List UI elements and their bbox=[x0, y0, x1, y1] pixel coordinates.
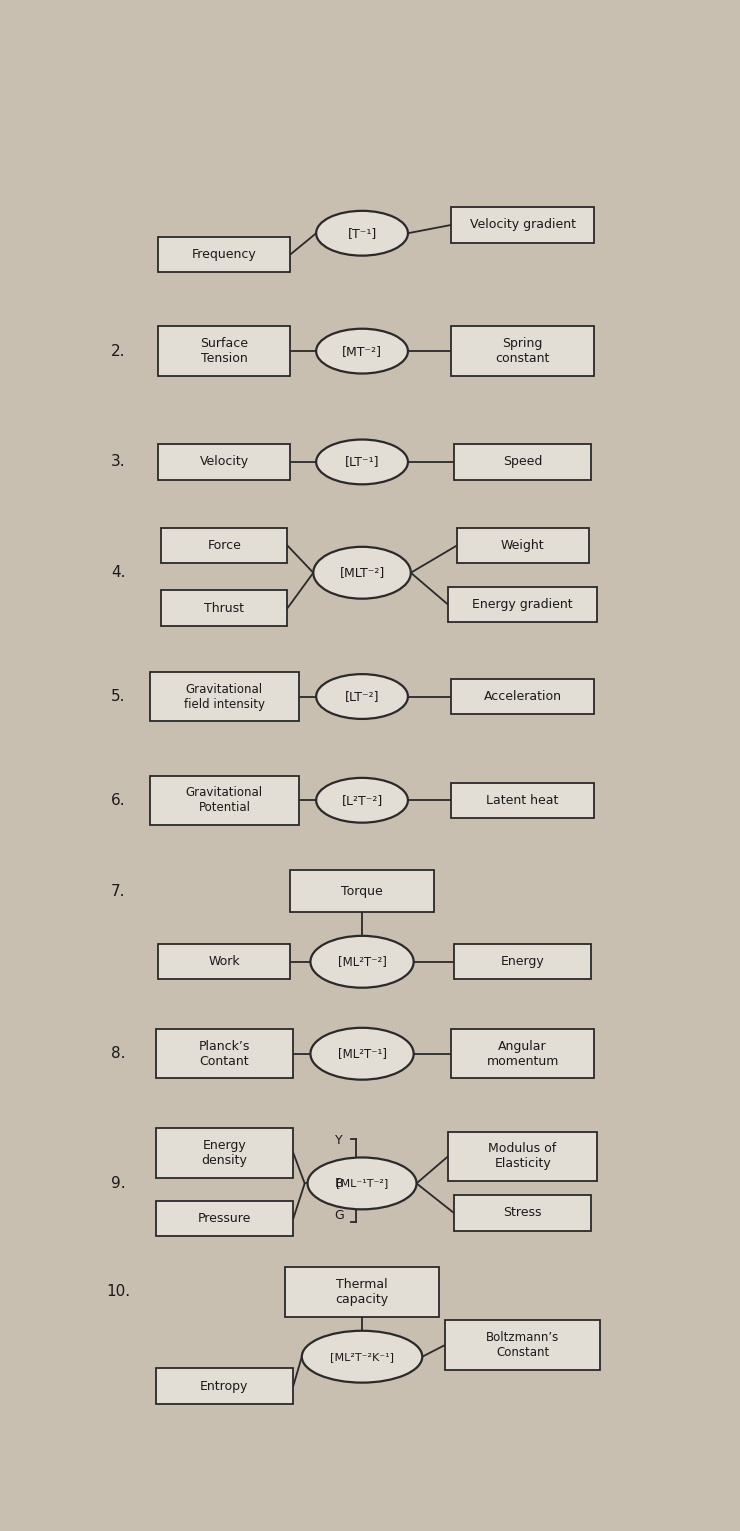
Text: Torque: Torque bbox=[341, 885, 383, 897]
FancyBboxPatch shape bbox=[451, 326, 594, 377]
Text: B: B bbox=[334, 1177, 343, 1190]
Text: Force: Force bbox=[207, 539, 241, 553]
FancyBboxPatch shape bbox=[451, 207, 594, 243]
Ellipse shape bbox=[316, 674, 408, 720]
Text: [LT⁻¹]: [LT⁻¹] bbox=[345, 455, 380, 468]
FancyBboxPatch shape bbox=[161, 528, 287, 563]
Ellipse shape bbox=[316, 211, 408, 256]
FancyBboxPatch shape bbox=[451, 782, 594, 818]
FancyBboxPatch shape bbox=[149, 776, 299, 825]
FancyBboxPatch shape bbox=[285, 1268, 440, 1317]
Ellipse shape bbox=[316, 778, 408, 822]
Text: Stress: Stress bbox=[503, 1206, 542, 1219]
Text: 9.: 9. bbox=[111, 1176, 126, 1191]
Text: Boltzmann’s
Constant: Boltzmann’s Constant bbox=[486, 1330, 559, 1360]
Text: 10.: 10. bbox=[107, 1285, 130, 1300]
Text: Energy: Energy bbox=[501, 955, 545, 968]
Text: [MLT⁻²]: [MLT⁻²] bbox=[340, 566, 385, 579]
Text: Pressure: Pressure bbox=[198, 1213, 251, 1225]
FancyBboxPatch shape bbox=[149, 672, 299, 721]
Ellipse shape bbox=[310, 1027, 414, 1079]
Ellipse shape bbox=[308, 1157, 417, 1209]
Ellipse shape bbox=[313, 547, 411, 599]
FancyBboxPatch shape bbox=[451, 678, 594, 713]
Text: [T⁻¹]: [T⁻¹] bbox=[347, 227, 377, 240]
FancyBboxPatch shape bbox=[158, 237, 290, 273]
Text: Speed: Speed bbox=[503, 455, 542, 468]
Text: Energy gradient: Energy gradient bbox=[472, 599, 573, 611]
FancyBboxPatch shape bbox=[155, 1128, 293, 1177]
Text: Latent heat: Latent heat bbox=[486, 793, 559, 807]
Text: Weight: Weight bbox=[501, 539, 545, 553]
Text: Entropy: Entropy bbox=[201, 1379, 249, 1393]
Text: [ML²T⁻¹]: [ML²T⁻¹] bbox=[337, 1047, 386, 1061]
FancyBboxPatch shape bbox=[158, 945, 290, 980]
FancyBboxPatch shape bbox=[161, 591, 287, 626]
Text: Surface
Tension: Surface Tension bbox=[201, 337, 249, 364]
Text: Angular
momentum: Angular momentum bbox=[486, 1040, 559, 1067]
Ellipse shape bbox=[302, 1330, 423, 1382]
Text: Work: Work bbox=[209, 955, 240, 968]
Text: [ML²T⁻²]: [ML²T⁻²] bbox=[337, 955, 386, 968]
FancyBboxPatch shape bbox=[448, 586, 597, 622]
Ellipse shape bbox=[316, 439, 408, 484]
Text: [MT⁻²]: [MT⁻²] bbox=[342, 344, 382, 358]
Text: Acceleration: Acceleration bbox=[484, 690, 562, 703]
Text: 3.: 3. bbox=[111, 455, 126, 470]
FancyBboxPatch shape bbox=[451, 1029, 594, 1078]
Text: 2.: 2. bbox=[111, 343, 126, 358]
Text: 7.: 7. bbox=[111, 883, 126, 899]
Text: [ML²T⁻²K⁻¹]: [ML²T⁻²K⁻¹] bbox=[330, 1352, 394, 1361]
Text: 5.: 5. bbox=[111, 689, 126, 704]
Text: Gravitational
Potential: Gravitational Potential bbox=[186, 787, 263, 814]
Ellipse shape bbox=[316, 329, 408, 374]
Text: 4.: 4. bbox=[111, 565, 126, 580]
FancyBboxPatch shape bbox=[454, 444, 591, 479]
Text: G: G bbox=[334, 1209, 344, 1222]
FancyBboxPatch shape bbox=[155, 1202, 293, 1237]
Text: Thermal
capacity: Thermal capacity bbox=[335, 1278, 389, 1306]
Ellipse shape bbox=[310, 935, 414, 987]
Text: Energy
density: Energy density bbox=[201, 1139, 247, 1167]
Text: Planck’s
Contant: Planck’s Contant bbox=[199, 1040, 250, 1067]
FancyBboxPatch shape bbox=[457, 528, 588, 563]
FancyBboxPatch shape bbox=[448, 1131, 597, 1180]
FancyBboxPatch shape bbox=[158, 444, 290, 479]
Text: 8.: 8. bbox=[111, 1046, 126, 1061]
FancyBboxPatch shape bbox=[454, 1196, 591, 1231]
Text: Gravitational
field intensity: Gravitational field intensity bbox=[184, 683, 265, 710]
FancyBboxPatch shape bbox=[445, 1320, 600, 1370]
FancyBboxPatch shape bbox=[290, 870, 434, 912]
Text: Modulus of
Elasticity: Modulus of Elasticity bbox=[488, 1142, 556, 1170]
FancyBboxPatch shape bbox=[158, 326, 290, 377]
Text: Velocity gradient: Velocity gradient bbox=[470, 219, 576, 231]
Text: Y: Y bbox=[335, 1134, 343, 1147]
FancyBboxPatch shape bbox=[155, 1369, 293, 1404]
Text: 6.: 6. bbox=[111, 793, 126, 808]
Text: Frequency: Frequency bbox=[192, 248, 257, 260]
Text: Thrust: Thrust bbox=[204, 602, 244, 614]
Text: [L²T⁻²]: [L²T⁻²] bbox=[341, 793, 383, 807]
FancyBboxPatch shape bbox=[155, 1029, 293, 1078]
Text: Velocity: Velocity bbox=[200, 455, 249, 468]
Text: [ML⁻¹T⁻²]: [ML⁻¹T⁻²] bbox=[336, 1179, 389, 1188]
FancyBboxPatch shape bbox=[454, 945, 591, 980]
Text: Spring
constant: Spring constant bbox=[496, 337, 550, 364]
Text: [LT⁻²]: [LT⁻²] bbox=[345, 690, 380, 703]
